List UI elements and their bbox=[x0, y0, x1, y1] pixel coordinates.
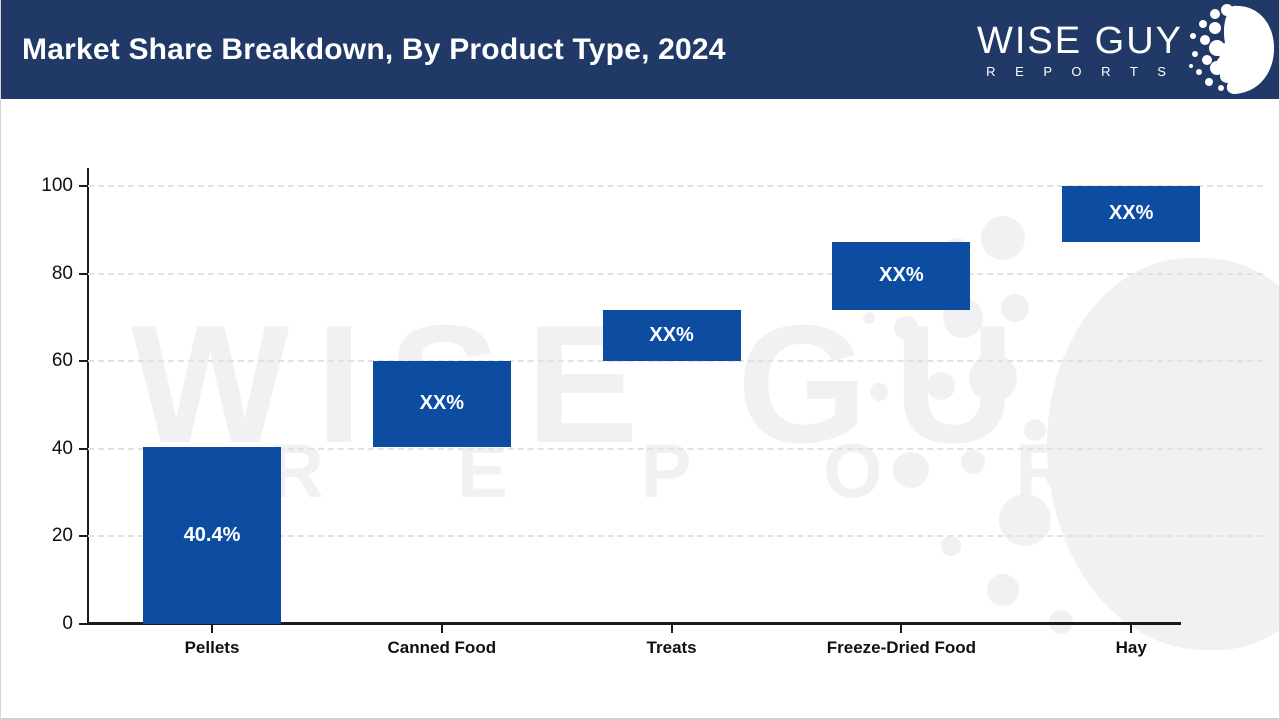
watermark-dot bbox=[893, 452, 929, 488]
y-tick-label-100: 100 bbox=[41, 175, 73, 196]
y-tick-20 bbox=[79, 535, 87, 537]
watermark-dot bbox=[981, 216, 1025, 260]
bar-value-label: XX% bbox=[1108, 202, 1154, 225]
bar-freeze-dried-food: XX% bbox=[832, 241, 971, 311]
bar-treats: XX% bbox=[602, 310, 741, 361]
bar-value-label: XX% bbox=[649, 324, 694, 347]
gridline-y-20 bbox=[88, 535, 1263, 537]
logo-text: WISE GUY R E P O R T S bbox=[977, 21, 1183, 79]
watermark-dot bbox=[924, 423, 938, 437]
y-tick-label-0: 0 bbox=[62, 612, 73, 634]
y-tick-80 bbox=[79, 272, 87, 275]
bar-value-label: XX% bbox=[419, 392, 465, 415]
watermark-dot bbox=[961, 450, 985, 474]
watermark-dot bbox=[987, 574, 1019, 606]
gridline-y-40 bbox=[88, 447, 1263, 450]
y-axis-line bbox=[87, 168, 89, 624]
watermark-dot bbox=[1001, 294, 1029, 322]
watermark-dot bbox=[941, 536, 961, 556]
x-tick-label: Hay bbox=[1115, 638, 1147, 657]
watermark-dot bbox=[1024, 419, 1046, 441]
watermark-dot bbox=[894, 316, 918, 340]
watermark-dot bbox=[927, 372, 955, 400]
watermark-face-shape bbox=[1047, 258, 1279, 650]
bar-value-label: 40.4% bbox=[183, 523, 241, 546]
y-tick-label-20: 20 bbox=[51, 525, 73, 546]
watermark-dot bbox=[863, 312, 875, 324]
gridline-y-100 bbox=[88, 185, 1263, 187]
x-axis-line bbox=[87, 622, 1181, 625]
gridline-y-80 bbox=[88, 272, 1263, 275]
y-tick-label-60: 60 bbox=[51, 350, 73, 371]
y-tick-40 bbox=[79, 447, 87, 450]
wise-guy-reports-logo: WISE GUY R E P O R T S bbox=[977, 3, 1277, 96]
y-tick-60 bbox=[79, 360, 87, 362]
logo-wordmark: WISE GUY bbox=[976, 19, 1183, 62]
x-tick bbox=[670, 625, 673, 633]
bar-canned-food: XX% bbox=[372, 361, 511, 447]
watermark-dot bbox=[999, 494, 1051, 546]
logo-face-icon bbox=[1189, 3, 1275, 94]
x-tick bbox=[440, 625, 443, 633]
y-tick-0 bbox=[79, 622, 87, 625]
y-tick-label-40: 40 bbox=[51, 437, 73, 459]
bar-hay: XX% bbox=[1062, 186, 1201, 242]
x-tick-label: Treats bbox=[646, 638, 697, 657]
y-tick-100 bbox=[79, 185, 87, 187]
logo-subtitle: R E P O R T S bbox=[986, 63, 1174, 79]
chart-title: Market Share Breakdown, By Product Type,… bbox=[22, 32, 726, 66]
y-tick-label-80: 80 bbox=[51, 262, 73, 284]
x-tick-label: Canned Food bbox=[387, 638, 497, 657]
bar-value-label: XX% bbox=[879, 264, 924, 287]
x-tick-label: Freeze-Dried Food bbox=[826, 638, 977, 657]
watermark-dot bbox=[870, 383, 888, 401]
x-tick-label: Pellets bbox=[184, 638, 240, 657]
x-tick bbox=[900, 625, 903, 633]
gridline-y-60 bbox=[88, 360, 1263, 362]
bar-pellets: 40.4% bbox=[143, 446, 281, 624]
x-tick bbox=[1130, 625, 1133, 633]
header: Market Share Breakdown, By Product Type,… bbox=[1, 0, 1279, 99]
x-tick bbox=[211, 625, 213, 633]
